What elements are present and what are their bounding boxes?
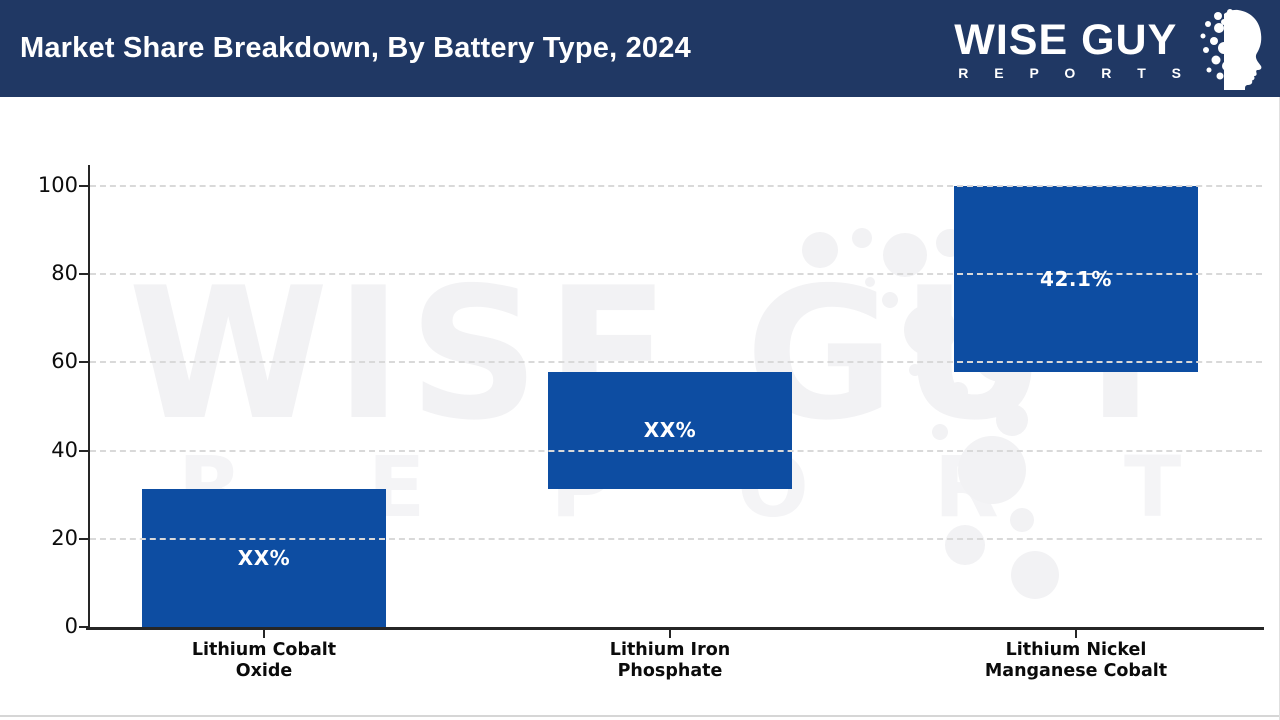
header-band: Market Share Breakdown, By Battery Type,… — [0, 0, 1280, 97]
logo-text: WISE GUY R E P O R T S — [954, 17, 1192, 81]
watermark-dot — [948, 382, 968, 402]
watermark-dot — [932, 424, 948, 440]
y-tick-mark — [79, 185, 88, 187]
category-line1: Lithium Cobalt — [191, 640, 337, 660]
bar-value-label: 42.1% — [1040, 266, 1112, 291]
y-axis-line — [88, 165, 90, 628]
bar-segment — [954, 186, 1198, 372]
dotted-face-icon — [1200, 9, 1262, 90]
bar-segment — [548, 371, 792, 489]
gridline-60 — [90, 361, 1262, 364]
y-tick-label: 60 — [51, 349, 78, 374]
chart-title: Market Share Breakdown, By Battery Type,… — [20, 32, 691, 64]
gridline-100 — [90, 185, 1262, 187]
y-tick-mark — [79, 626, 88, 628]
wise-guy-logo: WISE GUY R E P O R T S — [954, 8, 1266, 90]
logo-name: WISE GUY — [954, 16, 1178, 64]
y-tick-label: 40 — [51, 437, 78, 462]
watermark-dot — [909, 364, 921, 376]
x-tick-mark — [669, 630, 671, 638]
y-tick-label: 80 — [51, 261, 78, 286]
y-tick-label: 0 — [64, 614, 78, 638]
x-category-label: Lithium Cobalt Oxide — [104, 640, 424, 682]
watermark-dot — [958, 436, 1026, 504]
watermark-dot — [904, 304, 956, 356]
x-axis-line — [86, 627, 1264, 630]
watermark-dot — [865, 277, 875, 287]
category-line2: Oxide — [235, 661, 293, 681]
gridline-80 — [90, 273, 1262, 276]
y-tick-label: 20 — [51, 525, 78, 550]
watermark-dot — [852, 228, 872, 248]
bar-value-label: XX% — [643, 418, 697, 443]
y-tick-label: 100 — [37, 173, 78, 197]
y-tick-mark — [79, 273, 88, 276]
watermark-dot — [882, 292, 898, 308]
category-line2: Phosphate — [617, 661, 723, 681]
category-line2: Manganese Cobalt — [984, 661, 1168, 681]
x-category-label: Lithium Nickel Manganese Cobalt — [916, 640, 1236, 682]
bar-segment — [142, 488, 386, 627]
x-tick-mark — [263, 630, 265, 638]
watermark-dot — [945, 525, 985, 565]
category-line1: Lithium Iron — [609, 640, 731, 660]
y-tick-mark — [79, 361, 88, 364]
bottom-border — [0, 715, 1280, 717]
gridline-20 — [90, 537, 1262, 540]
watermark-dot — [996, 404, 1028, 436]
watermark-dot — [802, 232, 838, 268]
bar-value-label: XX% — [237, 545, 291, 570]
x-tick-mark — [1075, 630, 1077, 638]
gridline-40 — [90, 449, 1262, 452]
watermark-dot — [1010, 508, 1034, 532]
watermark-dot — [883, 233, 927, 277]
logo-tagline: R E P O R T S — [958, 65, 1192, 81]
x-category-label: Lithium Iron Phosphate — [510, 640, 830, 682]
watermark-dot — [1011, 551, 1059, 599]
y-tick-mark — [79, 449, 88, 452]
category-line1: Lithium Nickel — [1005, 640, 1147, 660]
y-tick-mark — [79, 537, 88, 540]
